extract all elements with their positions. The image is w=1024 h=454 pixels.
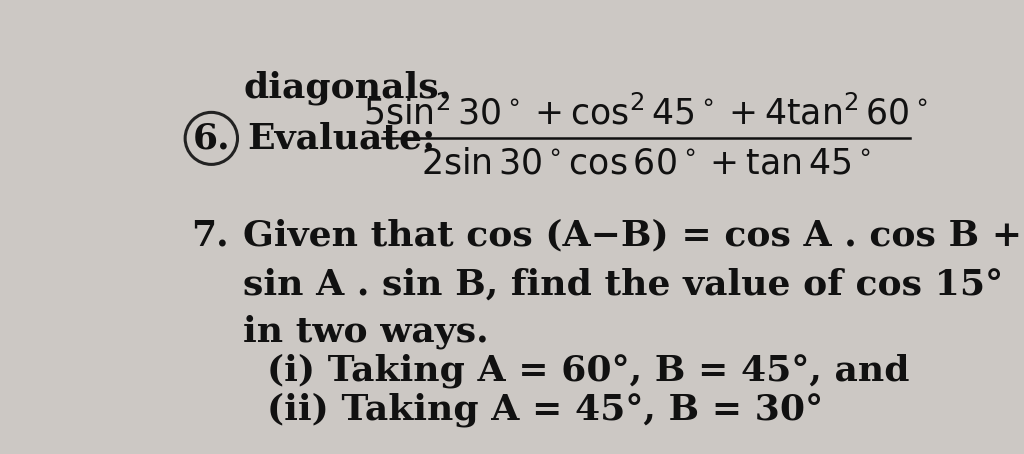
Text: Evaluate:: Evaluate: (247, 121, 435, 155)
Text: $2\sin30^\circ\cos60^\circ+\tan45^\circ$: $2\sin30^\circ\cos60^\circ+\tan45^\circ$ (421, 147, 870, 181)
Text: $5\sin^230^\circ+\cos^245^\circ+4\tan^260^\circ$: $5\sin^230^\circ+\cos^245^\circ+4\tan^26… (364, 95, 929, 131)
Text: in two ways.: in two ways. (243, 315, 488, 350)
Text: sin A . sin B, find the value of cos 15°: sin A . sin B, find the value of cos 15° (243, 268, 1004, 302)
Text: (ii) Taking A = 45°, B = 30°: (ii) Taking A = 45°, B = 30° (267, 393, 823, 427)
Text: Given that cos (A−B) = cos A . cos B +: Given that cos (A−B) = cos A . cos B + (243, 219, 1022, 253)
Text: 7.: 7. (191, 219, 229, 253)
Text: (i) Taking A = 60°, B = 45°, and: (i) Taking A = 60°, B = 45°, and (267, 353, 909, 388)
Text: diagonals.: diagonals. (243, 70, 452, 105)
Text: 6.: 6. (193, 121, 230, 155)
